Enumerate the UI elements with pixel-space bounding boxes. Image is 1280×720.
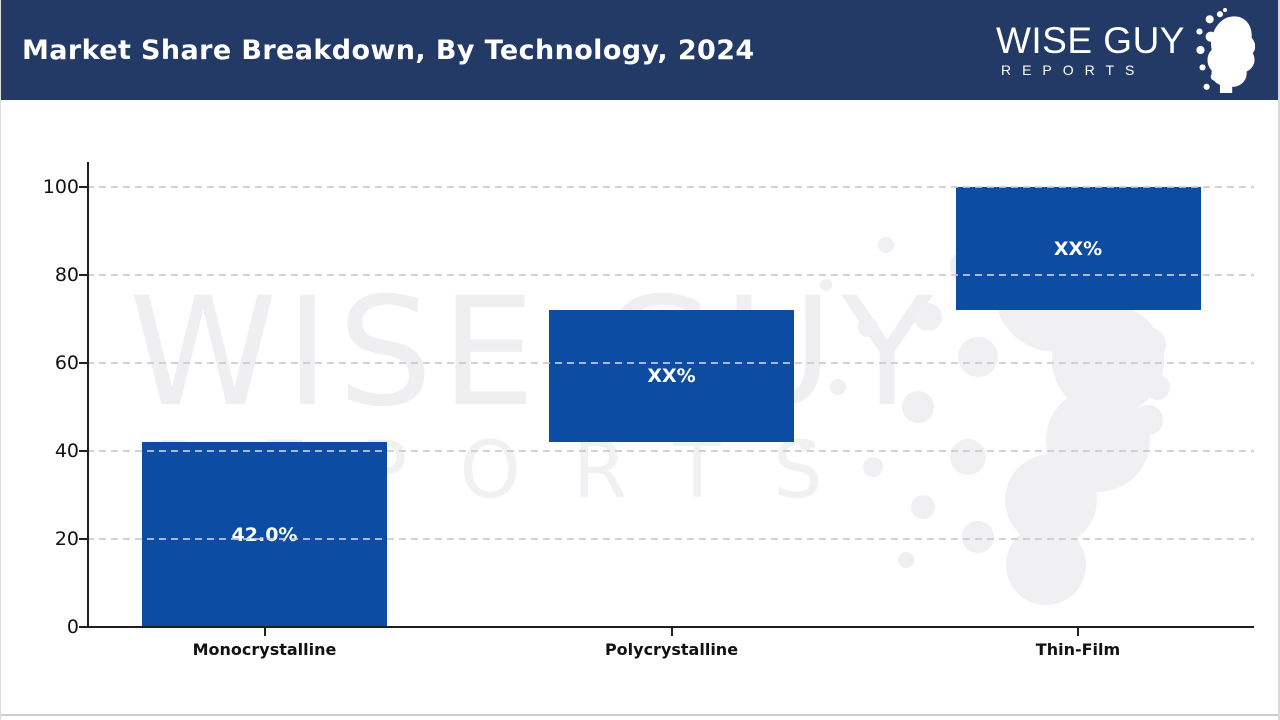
y-tick-mark (79, 362, 87, 364)
y-tick-label: 60 (54, 352, 79, 374)
bar-value-label: XX% (1053, 237, 1103, 260)
bar-monocrystalline: 42.0% (142, 442, 387, 627)
y-tick-mark (79, 626, 87, 628)
gridline-y20 (87, 538, 1254, 540)
x-category-label: Thin-Film (1035, 640, 1121, 659)
y-tick-mark (79, 186, 87, 188)
x-tick-mark (263, 628, 266, 636)
logo-text: WISE GUY REPORTS (996, 22, 1185, 78)
x-axis-line (87, 626, 1254, 628)
logo-subtext: REPORTS (1000, 62, 1146, 78)
x-category-label: Monocrystalline (192, 640, 337, 659)
y-tick-label: 100 (42, 176, 79, 198)
logo-face-icon (1196, 8, 1255, 93)
logo-wordmark: WISE GUY (995, 20, 1185, 61)
chart-title: Market Share Breakdown, By Technology, 2… (22, 34, 755, 66)
bottom-border-line (1, 714, 1278, 716)
y-tick-label: 40 (54, 440, 79, 462)
x-tick-mark (1077, 628, 1079, 636)
bar-polycrystalline: XX% (549, 310, 794, 443)
gridline-y100 (87, 186, 1254, 188)
gridline-y60 (87, 362, 1254, 364)
y-tick-label: 0 (66, 616, 79, 638)
y-axis-line (87, 162, 89, 628)
header-band: Market Share Breakdown, By Technology, 2… (1, 0, 1278, 100)
wise-guy-logo: WISE GUY REPORTS (996, 7, 1255, 93)
y-tick-label: 80 (54, 264, 79, 286)
gridline-y80 (87, 274, 1254, 276)
bar-value-label: XX% (647, 365, 696, 388)
gridline-y40 (87, 450, 1254, 452)
y-tick-label: 20 (54, 528, 79, 550)
x-tick-mark (670, 628, 673, 636)
bar-value-label: 42.0% (231, 523, 298, 546)
y-tick-mark (79, 450, 87, 452)
y-tick-mark (79, 538, 87, 540)
bar-thin-film: XX% (955, 187, 1201, 311)
x-category-label: Polycrystalline (604, 640, 739, 659)
y-tick-mark (79, 274, 87, 276)
watermark-wordmark: WISE GUY (129, 266, 941, 440)
